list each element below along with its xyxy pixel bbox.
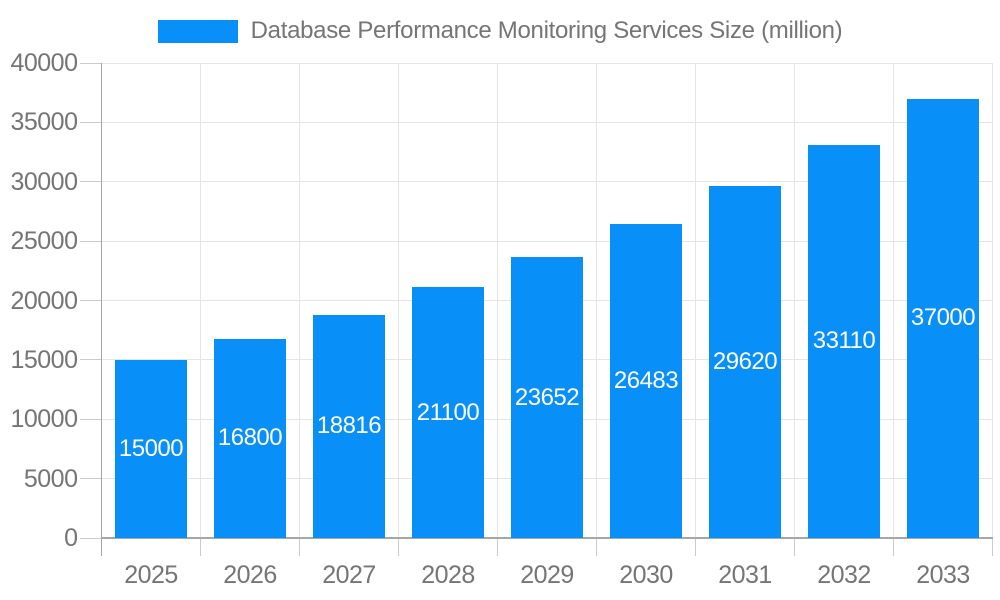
y-gridline [101,62,993,64]
x-gridline [695,63,696,538]
y-axis-tick [79,537,102,539]
y-axis-tick [79,478,102,480]
x-axis-label: 2033 [916,561,970,589]
bar-2026[interactable] [214,338,286,538]
y-axis-label: 40000 [10,49,78,77]
x-gridline [200,63,201,538]
x-gridline [398,63,399,538]
y-axis-label: 30000 [10,167,78,196]
y-axis-tick [79,359,102,361]
bar-value-label: 15000 [118,434,184,462]
x-axis-tick [794,538,795,556]
y-axis-tick [79,240,102,242]
bar-value-label: 26483 [613,366,679,394]
legend: Database Performance Monitoring Services… [0,17,1000,45]
y-gridline [101,240,993,242]
x-gridline [596,63,597,538]
x-axis-tick [695,538,696,556]
bar-2028[interactable] [412,287,484,538]
y-axis-label: 0 [64,524,78,552]
x-axis-label: 2028 [421,561,475,589]
bar-2031[interactable] [709,186,781,538]
bar-2033[interactable] [907,98,979,538]
y-axis-tick [79,121,102,123]
y-axis-tick [79,418,102,420]
x-gridline [893,63,894,538]
x-gridline [794,63,795,538]
x-axis-tick [596,538,597,556]
bar-2029[interactable] [511,257,583,538]
x-axis-label: 2027 [322,561,376,589]
y-gridline [101,181,993,183]
bar-value-label: 18816 [316,412,382,440]
bar-2030[interactable] [610,223,682,538]
legend-swatch-icon [157,19,238,43]
x-axis-tick [497,538,498,556]
bar-value-label: 16800 [217,424,283,452]
bar-value-label: 37000 [910,304,976,332]
y-axis-label: 10000 [10,405,78,434]
x-axis-label: 2029 [520,561,574,589]
y-axis-label: 35000 [10,108,78,137]
x-axis-label: 2030 [619,561,673,589]
x-axis-tick [200,538,201,556]
x-axis-tick [992,538,993,556]
x-axis-tick [893,538,894,556]
y-axis-label: 15000 [10,345,78,374]
bar-2027[interactable] [313,314,385,538]
x-axis-label: 2025 [124,561,178,589]
x-axis-tick [299,538,300,556]
y-gridline [101,121,993,123]
x-axis-tick [398,538,399,556]
x-gridline [497,63,498,538]
y-axis-tick [79,62,102,64]
bar-2032[interactable] [808,144,880,538]
legend-label: Database Performance Monitoring Services… [250,17,843,44]
bar-value-label: 33110 [812,327,876,355]
y-axis-line [100,63,102,556]
y-axis-label: 20000 [10,286,78,315]
legend-item[interactable]: Database Performance Monitoring Services… [157,17,843,45]
bar-value-label: 29620 [712,348,778,376]
x-axis-label: 2032 [817,561,871,589]
bar-2025[interactable] [115,359,187,538]
x-axis-label: 2031 [718,561,772,589]
y-axis-label: 5000 [23,464,78,493]
y-axis-tick [79,300,102,301]
y-axis-tick [79,181,102,183]
x-gridline [992,63,993,538]
x-axis-label: 2026 [223,561,277,589]
bar-value-label: 23652 [514,383,580,411]
y-axis-label: 25000 [10,227,78,256]
bar-value-label: 21100 [416,398,480,426]
x-gridline [299,63,300,538]
